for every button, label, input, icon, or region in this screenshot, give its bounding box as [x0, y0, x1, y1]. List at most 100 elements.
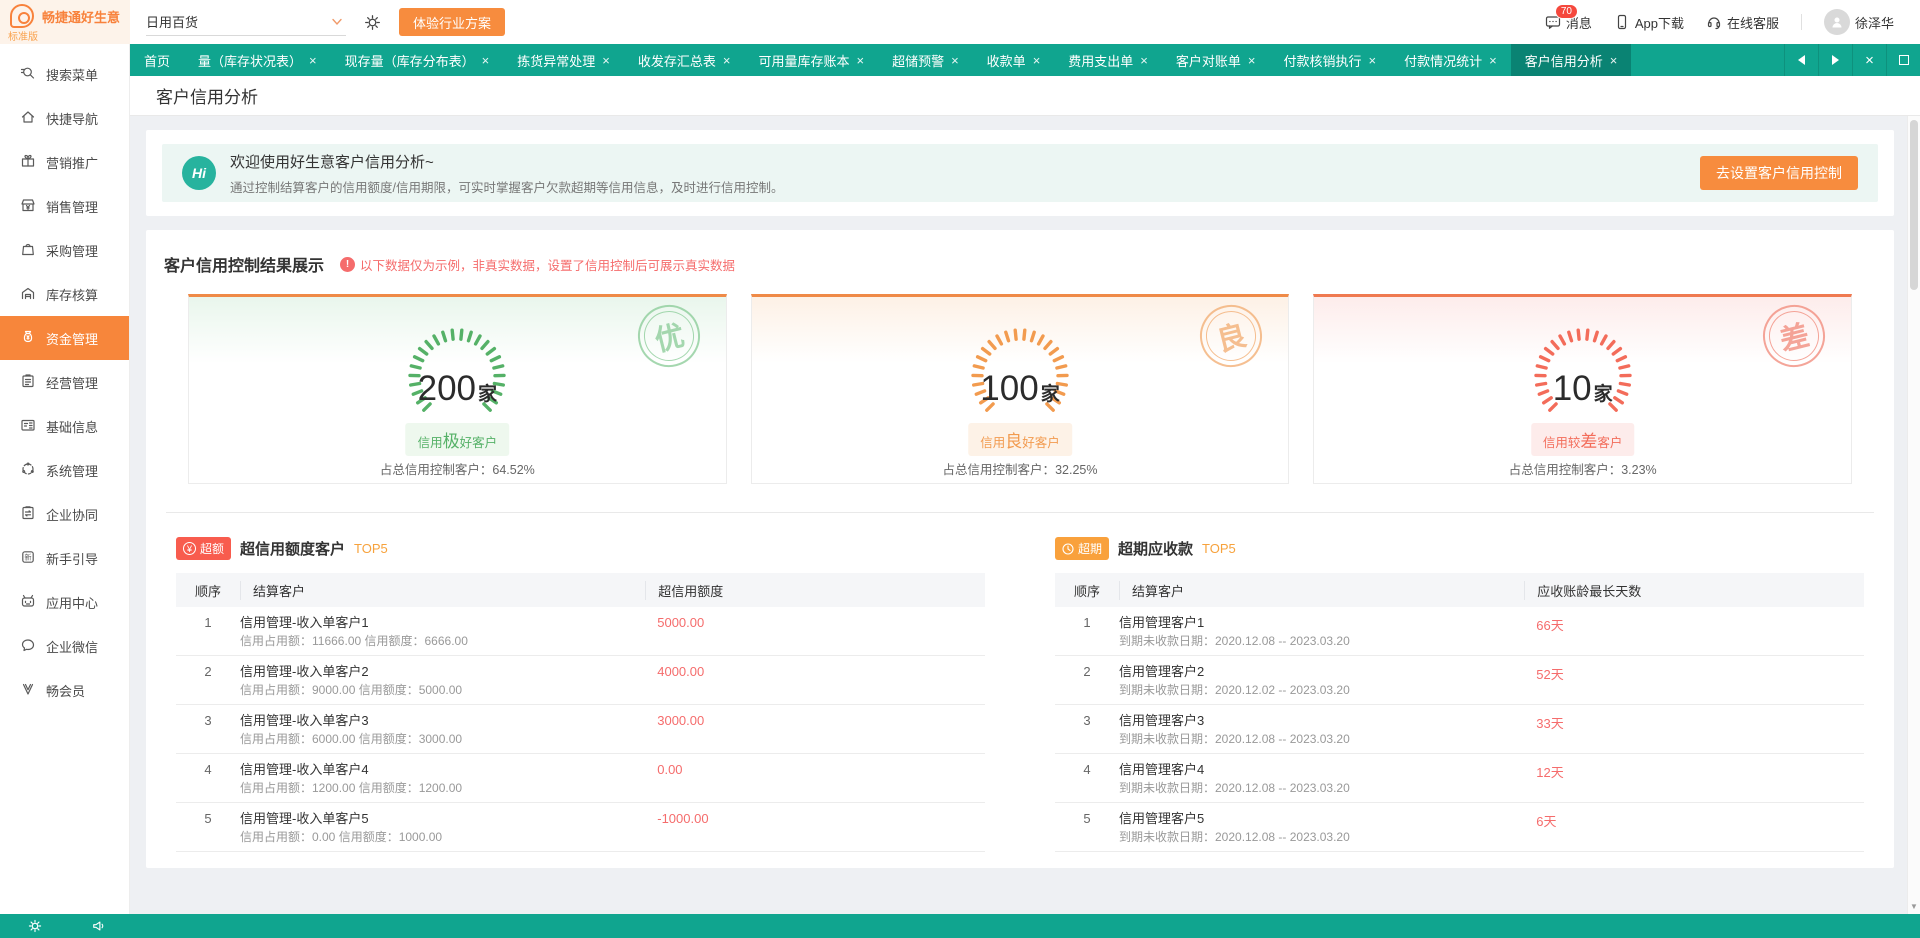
sidebar-item-sales[interactable]: 销售管理 [0, 184, 129, 228]
tab-label: 收款单 [986, 53, 1026, 69]
trial-solution-button[interactable]: 体验行业方案 [399, 8, 506, 36]
sidebar-item-icon [20, 65, 36, 84]
customer-name: 信用管理客户2 [1119, 664, 1205, 679]
vertical-scrollbar[interactable]: ▼ [1907, 116, 1920, 914]
tab[interactable]: 可用量库存账本 × [744, 44, 878, 76]
footer-settings-gear-icon[interactable] [28, 919, 42, 933]
sidebar-item-business[interactable]: 经营管理 [0, 360, 129, 404]
sidebar-item-app-center[interactable]: 应用中心 [0, 580, 129, 624]
tab-close-icon[interactable]: × [722, 52, 731, 68]
fullscreen-button[interactable] [1886, 44, 1920, 76]
tab-close-icon[interactable]: × [856, 52, 865, 68]
tab[interactable]: 现存量（库存分布表） × [331, 44, 504, 76]
settings-gear-icon[interactable] [364, 14, 381, 31]
tab[interactable]: 收款单 × [973, 44, 1055, 76]
tab[interactable]: 量（库存状况表） × [184, 44, 331, 76]
sidebar-item-guide[interactable]: 新 新手引导 [0, 536, 129, 580]
table-row[interactable]: 5 信用管理客户5 到期未收款日期：2020.12.08 -- 2023.03.… [1055, 803, 1864, 852]
headset-icon [1707, 17, 1721, 30]
tab-close-icon[interactable]: × [1489, 52, 1497, 68]
customer-detail: 到期未收款日期：2020.12.08 -- 2023.03.20 [1119, 732, 1350, 746]
sidebar-item-member[interactable]: 畅会员 [0, 668, 129, 712]
credit-results-panel: 客户信用控制结果展示 ! 以下数据仅为示例，非真实数据，设置了信用控制后可展示真… [146, 230, 1894, 868]
table-title: 超期应收款 [1118, 541, 1194, 558]
table-row[interactable]: 1 信用管理-收入单客户1 信用占用额：11666.00 信用额度：6666.0… [176, 607, 985, 656]
user-account[interactable]: 徐泽华 [1823, 9, 1894, 35]
sidebar-item-marketing[interactable]: 营销推广 [0, 140, 129, 184]
logo-area: 畅捷通好生意 标准版 [0, 0, 130, 44]
close-all-tabs-button[interactable]: × [1852, 44, 1886, 76]
app-download-button[interactable]: App下载 [1614, 13, 1684, 32]
industry-select-value: 日用百货 [146, 15, 199, 30]
over-credit-amount: 0.00 [657, 762, 683, 777]
sidebar-item-wework[interactable]: 企业微信 [0, 624, 129, 668]
sidebar-item-label: 快捷导航 [46, 111, 99, 127]
tab-scroll-left-button[interactable] [1784, 44, 1818, 76]
tab-close-icon[interactable]: × [1368, 52, 1377, 68]
credit-cards-row: 优 200 家 信用极好客户 占总信用控制客户：64.52% [188, 294, 1853, 484]
warning-icon: ! [340, 256, 356, 272]
sidebar-item-label: 库存核算 [46, 287, 99, 303]
sidebar-item-base-info[interactable]: 基础信息 [0, 404, 129, 448]
over-credit-badge: ¥ 超额 [176, 537, 232, 560]
tab-close-icon[interactable]: × [1032, 52, 1041, 68]
setup-credit-control-button[interactable]: 去设置客户信用控制 [1700, 156, 1858, 190]
tab-close-icon[interactable]: × [1247, 52, 1256, 68]
welcome-description: 通过控制结算客户的信用额度/信用期限，可实时掌握客户欠款超期等信用信息，及时进行… [230, 180, 784, 195]
table-row[interactable]: 2 信用管理客户2 到期未收款日期：2020.12.02 -- 2023.03.… [1055, 656, 1864, 705]
tab[interactable]: 收发存汇总表 × [624, 44, 745, 76]
table-header: 顺序 结算客户 超信用额度 [176, 573, 985, 607]
sidebar-item-search[interactable]: 搜索菜单 [0, 52, 129, 96]
customer-detail: 到期未收款日期：2020.12.08 -- 2023.03.20 [1119, 781, 1350, 795]
sidebar-item-purchase[interactable]: 采购管理 [0, 228, 129, 272]
tab[interactable]: 首页 [130, 44, 184, 76]
tab[interactable]: 付款情况统计 × [1390, 44, 1511, 76]
scrollbar-thumb[interactable] [1910, 120, 1918, 290]
tab-close-icon[interactable]: × [1140, 52, 1148, 68]
sidebar-item-icon [20, 109, 36, 128]
customer-name: 信用管理-收入单客户3 [240, 713, 369, 728]
sidebar-item-label: 系统管理 [46, 463, 99, 479]
divider [1800, 14, 1802, 30]
messages-count-badge: 70 [1554, 3, 1578, 19]
tab-close-icon[interactable]: × [481, 52, 490, 68]
top5-label: TOP5 [1202, 541, 1236, 556]
sidebar-item-quick-nav[interactable]: 快捷导航 [0, 96, 129, 140]
tab-close-icon[interactable]: × [309, 52, 317, 68]
overdue-days: 6天 [1536, 814, 1557, 829]
sidebar-item-system[interactable]: 系统管理 [0, 448, 129, 492]
table-row[interactable]: 3 信用管理客户3 到期未收款日期：2020.12.08 -- 2023.03.… [1055, 705, 1864, 754]
sidebar-item-icon [20, 153, 36, 172]
tab-close-icon[interactable]: × [602, 52, 610, 68]
table-row[interactable]: 5 信用管理-收入单客户5 信用占用额：0.00 信用额度：1000.00 -1… [176, 803, 985, 852]
tab-controls: × [1784, 44, 1920, 76]
tab[interactable]: 客户信用分析 × [1510, 44, 1632, 76]
sidebar-item-inventory[interactable]: 库存核算 [0, 272, 129, 316]
announcement-horn-icon[interactable] [92, 919, 106, 933]
scrollbar-down-arrow[interactable]: ▼ [1910, 902, 1918, 911]
table-row[interactable]: 4 信用管理-收入单客户4 信用占用额：1200.00 信用额度：1200.00… [176, 754, 985, 803]
industry-select[interactable]: 日用百货 [146, 8, 346, 36]
tab-scroll-right-button[interactable] [1818, 44, 1852, 76]
sidebar-item-icon: 新 [20, 549, 36, 568]
messages-button[interactable]: 70 消息 [1545, 3, 1592, 32]
table-row[interactable]: 4 信用管理客户4 到期未收款日期：2020.12.08 -- 2023.03.… [1055, 754, 1864, 803]
over-credit-amount: -1000.00 [657, 811, 709, 826]
tab[interactable]: 拣货异常处理 × [503, 44, 624, 76]
tab-label: 费用支出单 [1068, 53, 1134, 69]
online-service-button[interactable]: 在线客服 [1706, 13, 1779, 32]
tab-bar: 首页 量（库存状况表） × 现存量（库存分布表） × 拣货异常处理 × 收发存汇… [130, 44, 1920, 76]
tab-close-icon[interactable]: × [951, 52, 959, 68]
sidebar-item-collab[interactable]: 企业协同 [0, 492, 129, 536]
tab[interactable]: 付款核销执行 × [1270, 44, 1391, 76]
table-row[interactable]: 2 信用管理-收入单客户2 信用占用额：9000.00 信用额度：5000.00… [176, 656, 985, 705]
sidebar-item-funds[interactable]: 资金管理 [0, 316, 129, 360]
avatar [1823, 9, 1850, 35]
tab[interactable]: 客户对账单 × [1162, 44, 1270, 76]
tab[interactable]: 超储预警 × [878, 44, 973, 76]
footer-bar [0, 914, 1920, 938]
table-row[interactable]: 3 信用管理-收入单客户3 信用占用额：6000.00 信用额度：3000.00… [176, 705, 985, 754]
tab[interactable]: 费用支出单 × [1054, 44, 1162, 76]
tab-close-icon[interactable]: × [1609, 52, 1618, 68]
table-row[interactable]: 1 信用管理客户1 到期未收款日期：2020.12.08 -- 2023.03.… [1055, 607, 1864, 656]
